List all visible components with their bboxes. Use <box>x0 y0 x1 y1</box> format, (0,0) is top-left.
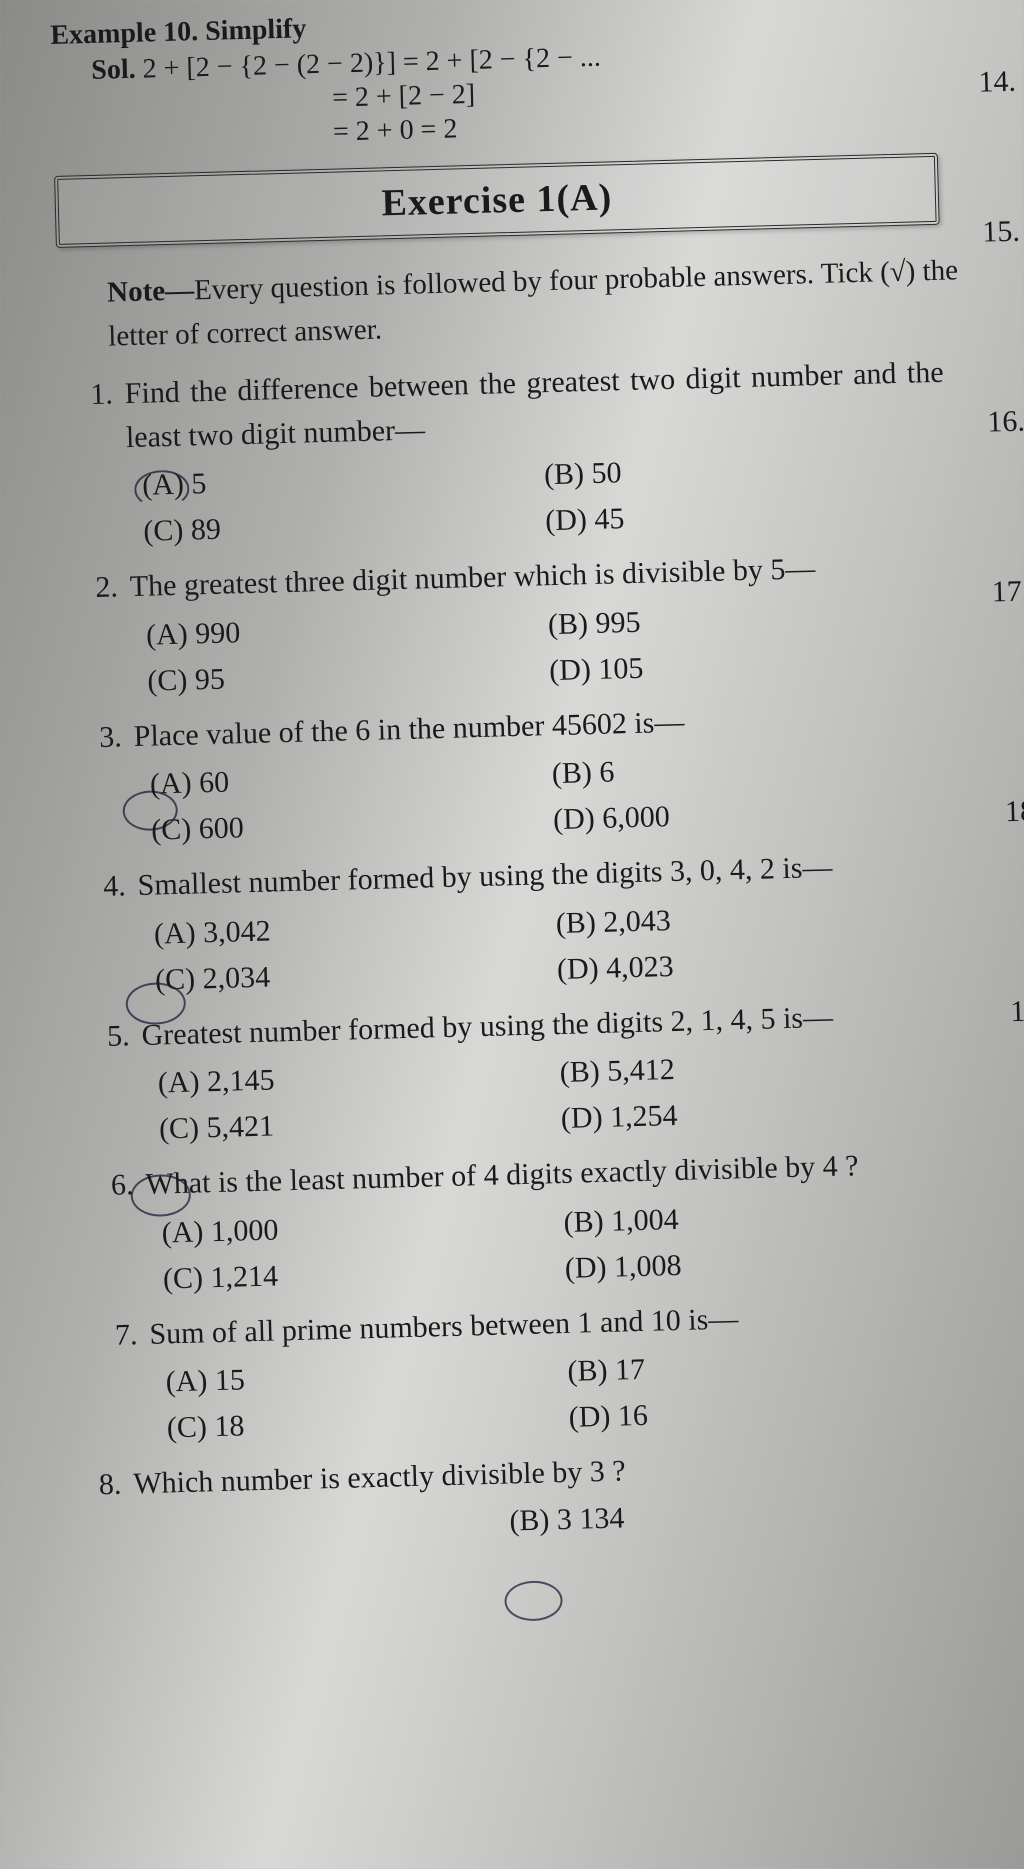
q4-options: (A) 3,042 (B) 2,043 (C) 2,034 (D) 4,023 <box>153 894 959 999</box>
q7-option-d: (D) 16 <box>568 1388 971 1437</box>
q2-option-b: (B) 995 <box>548 595 951 644</box>
q7-option-c: (C) 18 <box>166 1399 569 1448</box>
q4-number: 4. <box>92 864 138 909</box>
q6-option-d: (D) 1,008 <box>564 1239 967 1288</box>
q1-option-c: (C) 89 <box>143 502 546 551</box>
q7-option-b: (B) 17 <box>567 1342 970 1391</box>
margin-num-18: 18 <box>1005 794 1024 829</box>
q6-option-c: (C) 1,214 <box>162 1249 565 1298</box>
q2-option-d: (D) 105 <box>549 641 952 690</box>
q1-option-d: (D) 45 <box>545 492 948 541</box>
q7-options: (A) 15 (B) 17 (C) 18 (D) 16 <box>165 1342 971 1447</box>
margin-num-15: 15. <box>982 215 1020 250</box>
q8-partial-option: (B) 3 134 <box>509 1490 1024 1538</box>
exercise-title: Exercise 1(A) <box>58 167 935 234</box>
q1-text: Find the difference between the greatest… <box>124 349 1005 459</box>
q6-option-b: (B) 1,004 <box>563 1193 966 1242</box>
q5-option-a: (A) 2,145 <box>157 1054 560 1103</box>
q3-option-b: (B) 6 <box>551 745 954 794</box>
q1-number: 1. <box>79 372 126 460</box>
q5-option-d: (D) 1,254 <box>560 1089 963 1138</box>
q2-option-a: (A) 990 <box>146 606 549 655</box>
q4-option-b: (B) 2,043 <box>555 894 958 943</box>
q5-option-c: (C) 5,421 <box>159 1100 562 1149</box>
q4-option-c: (C) 2,034 <box>155 951 558 1000</box>
note-body: Every question is followed by four proba… <box>108 254 959 352</box>
q1-options: (A) 5 (B) 50 (C) 89 (D) 45 <box>142 446 948 551</box>
q6-option-a: (A) 1,000 <box>161 1203 564 1252</box>
page-content: Example 10. Simplify Sol. 2 + [2 − {2 − … <box>50 0 1024 1549</box>
exercise-header-box: Exercise 1(A) <box>54 153 940 248</box>
note-text: Note—Every question is followed by four … <box>107 248 1003 358</box>
q7-number: 7. <box>104 1312 150 1357</box>
q5-number: 5. <box>96 1013 142 1058</box>
q1-option-a: (A) 5 <box>142 456 545 505</box>
margin-num-17: 17. <box>991 575 1024 610</box>
q3-option-c: (C) 600 <box>151 801 554 850</box>
margin-num-19: 19 <box>1010 994 1024 1029</box>
q8-text: Which number is exactly divisible by 3 ? <box>133 1454 626 1500</box>
margin-num-14: 14. <box>978 65 1016 100</box>
q1-option-b: (B) 50 <box>544 446 947 495</box>
q3-options: (A) 60 (B) 6 (C) 600 (D) 6,000 <box>150 745 956 850</box>
q3-number: 3. <box>88 715 134 760</box>
q2-number: 2. <box>84 565 130 610</box>
q6-options: (A) 1,000 (B) 1,004 (C) 1,214 (D) 1,008 <box>161 1193 967 1298</box>
q5-options: (A) 2,145 (B) 5,412 (C) 5,421 (D) 1,254 <box>157 1044 963 1149</box>
q8-number: 8. <box>88 1462 134 1507</box>
q2-options: (A) 990 (B) 995 (C) 95 (D) 105 <box>146 595 952 700</box>
q4-option-a: (A) 3,042 <box>153 905 556 954</box>
q6-number: 6. <box>100 1163 146 1208</box>
pen-mark-q7b <box>504 1580 563 1622</box>
note-prefix: Note— <box>107 274 195 308</box>
q4-option-d: (D) 4,023 <box>557 940 960 989</box>
q7-option-a: (A) 15 <box>165 1353 568 1402</box>
q5-option-b: (B) 5,412 <box>559 1044 962 1093</box>
q3-option-a: (A) 60 <box>150 755 553 804</box>
margin-num-16: 16. <box>987 405 1024 440</box>
q2-option-c: (C) 95 <box>147 652 550 701</box>
sol-label: Sol. <box>91 54 136 86</box>
q3-option-d: (D) 6,000 <box>553 791 956 840</box>
question-1: 1. Find the difference between the great… <box>79 349 1005 460</box>
